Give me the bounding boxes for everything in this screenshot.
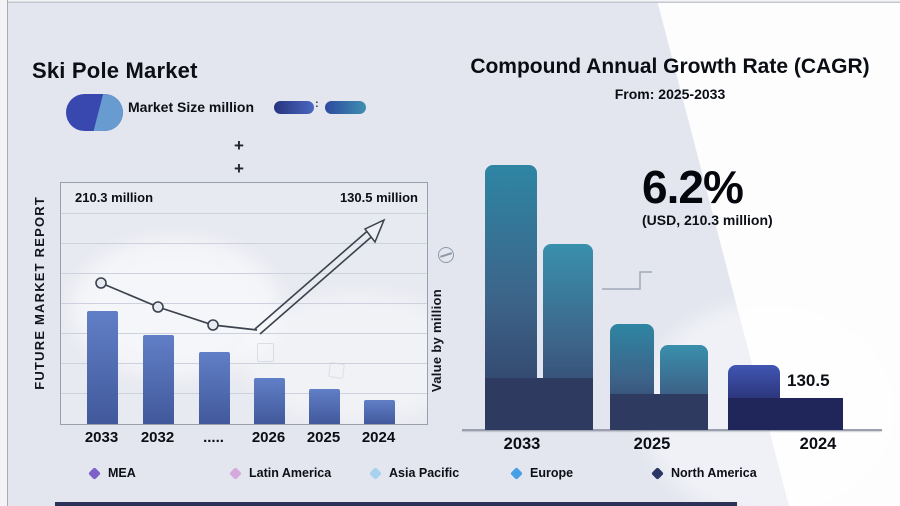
minus-line	[440, 252, 452, 258]
cagr-x-labels: 2033 2025 2024	[0, 435, 900, 457]
market-bar	[254, 378, 285, 424]
market-bar	[309, 389, 340, 424]
gridline	[61, 273, 427, 274]
market-bar	[199, 352, 230, 424]
market-chart-panel: 210.3 million 130.5 million	[60, 182, 428, 425]
cagr-bar-base	[610, 394, 708, 430]
legend-item: Europe	[510, 466, 574, 480]
legend-item: Latin America	[229, 466, 332, 480]
legend-item: MEA	[88, 466, 136, 480]
cagr-bar-pair	[610, 324, 708, 430]
x-axis-label: .....	[203, 429, 224, 446]
bottom-accent-strip	[55, 502, 737, 506]
gridline	[61, 363, 427, 364]
series-label: Market Size million	[128, 99, 255, 115]
gridline	[61, 393, 427, 394]
cagr-bar-base	[485, 378, 593, 430]
legend-label: MEA	[108, 466, 136, 480]
gridline	[61, 333, 427, 334]
legend-diamond-icon	[651, 466, 664, 480]
x-axis-label: 2026	[251, 429, 286, 446]
cagr-bar-pair	[485, 165, 593, 430]
growth-arrow-line	[254, 226, 373, 330]
plus-icon: +	[234, 136, 244, 155]
bar-value-label: 130.5	[787, 371, 830, 390]
cagr-note: (USD, 210.3 million)	[642, 212, 773, 228]
market-bar	[364, 400, 395, 424]
market-bar	[87, 311, 118, 424]
cagr-header: Compound Annual Growth Rate (CAGR) From:…	[452, 55, 888, 102]
line-marker	[152, 301, 164, 313]
x-axis-label: 2033	[84, 429, 119, 446]
trend-line-chart	[95, 218, 386, 335]
legend-label: Latin America	[249, 466, 332, 480]
legend-label: Europe	[530, 466, 574, 480]
annotation-start-value: 210.3 million	[75, 190, 154, 205]
frame-left-border	[0, 0, 8, 506]
capsule-icon	[66, 94, 123, 131]
market-x-labels: 2033 2032..... 2026 2025 2024	[0, 429, 500, 449]
cagr-bar-base	[728, 398, 843, 430]
x-axis-label: 2025	[306, 429, 341, 446]
x-axis-label: 2032	[140, 429, 175, 446]
ratio-pill-dark	[274, 101, 314, 114]
legend-diamond-icon	[510, 466, 523, 480]
cagr-bar-pair	[728, 365, 843, 430]
capsule-icon-highlight	[93, 94, 123, 131]
line-marker	[95, 277, 107, 289]
gridline	[61, 243, 427, 244]
legend-diamond-icon	[229, 466, 242, 480]
legend-label: North America	[671, 466, 757, 480]
ratio-pill-teal	[325, 101, 366, 114]
annotation-end-value: 130.5 million	[339, 190, 418, 205]
x-axis-label: 2024	[361, 429, 396, 446]
x-axis-label: 2024	[799, 435, 837, 453]
cagr-subtitle: From: 2025-2033	[614, 86, 726, 103]
plus-icon: +	[234, 159, 244, 178]
page-title: Ski Pole Market	[32, 58, 198, 83]
x-axis-label: 2025	[633, 435, 671, 453]
watermark-icon	[257, 343, 274, 362]
legend-item: North America	[651, 466, 757, 480]
cagr-title: Compound Annual Growth Rate (CAGR)	[470, 55, 870, 78]
legend-diamond-icon	[88, 466, 101, 480]
minus-circle-icon	[438, 247, 454, 263]
trend-arrow-icon	[363, 218, 386, 244]
legend-item: Asia Pacific	[369, 466, 460, 480]
legend-label: Asia Pacific	[389, 466, 460, 480]
growth-arrow-line	[259, 231, 378, 335]
gridline	[61, 213, 427, 214]
y-axis-label-right: Value by million	[429, 289, 444, 393]
market-bar	[143, 335, 174, 424]
step-line-icon	[602, 271, 652, 290]
frame-top-border	[0, 0, 900, 3]
gridline	[61, 303, 427, 304]
ratio-separator: :	[315, 98, 319, 110]
y-axis-label-left: FUTURE MARKET REPORT	[32, 196, 47, 390]
line-marker	[207, 319, 219, 331]
legend-diamond-icon	[369, 466, 382, 480]
x-axis-label: 2033	[503, 435, 541, 453]
cagr-value: 6.2%	[642, 161, 744, 213]
declining-trend-line	[100, 282, 258, 331]
